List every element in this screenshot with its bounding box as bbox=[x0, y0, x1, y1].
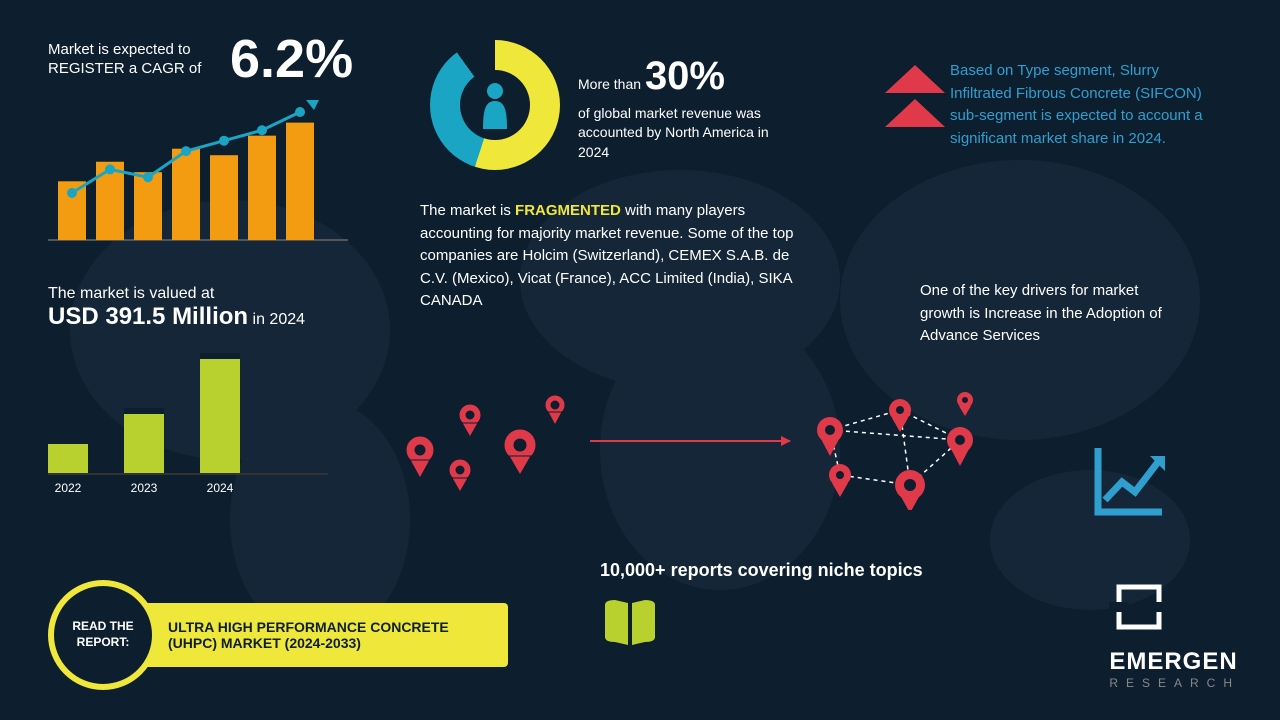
map-pins-icon bbox=[400, 390, 1000, 510]
person-icon bbox=[477, 81, 513, 129]
frag-pre: The market is bbox=[420, 202, 515, 219]
fragmented-text: The market is FRAGMENTED with many playe… bbox=[420, 200, 800, 313]
donut-block: More than 30% of global market revenue w… bbox=[430, 40, 778, 170]
logo-icon bbox=[1109, 577, 1169, 637]
segment-text: Based on Type segment, Slurry Infiltrate… bbox=[950, 60, 1220, 150]
mv-value: USD 391.5 Million bbox=[48, 303, 248, 330]
market-value-block: The market is valued at USD 391.5 Millio… bbox=[48, 285, 328, 475]
cagr-block: Market is expected to REGISTER a CAGR of… bbox=[48, 28, 353, 90]
logo-brand: EMERGEN bbox=[1109, 648, 1240, 676]
cagr-label: Market is expected to REGISTER a CAGR of bbox=[48, 40, 218, 79]
report-cta[interactable]: READ THE REPORT: ULTRA HIGH PERFORMANCE … bbox=[48, 580, 508, 690]
reports-text: 10,000+ reports covering niche topics bbox=[600, 560, 923, 581]
report-circle: READ THE REPORT: bbox=[48, 580, 158, 690]
green-bar bbox=[48, 438, 88, 473]
cagr-value: 6.2% bbox=[230, 28, 353, 90]
mv-pre: The market is valued at bbox=[48, 285, 214, 302]
report-title: ULTRA HIGH PERFORMANCE CONCRETE (UHPC) M… bbox=[108, 603, 508, 667]
mv-post: in 2024 bbox=[253, 311, 306, 328]
reports-count: 10,000+ reports covering niche topics bbox=[600, 560, 923, 655]
driver-text: One of the key drivers for market growth… bbox=[920, 280, 1170, 348]
donut-text: More than 30% of global market revenue w… bbox=[578, 48, 778, 163]
green-bar bbox=[200, 353, 240, 473]
up-arrows-icon bbox=[880, 65, 950, 145]
donut-big: 30% bbox=[645, 54, 725, 98]
donut-prefix: More than bbox=[578, 76, 641, 92]
green-bar-chart bbox=[48, 345, 328, 475]
donut-chart bbox=[430, 40, 560, 170]
frag-highlight: FRAGMENTED bbox=[515, 202, 621, 219]
brand-logo: EMERGEN RESEARCH bbox=[1109, 577, 1240, 690]
green-bar bbox=[124, 408, 164, 473]
barline-chart bbox=[48, 100, 348, 250]
arrow-icon bbox=[590, 440, 790, 442]
book-icon bbox=[600, 595, 660, 650]
logo-sub: RESEARCH bbox=[1109, 676, 1240, 690]
donut-suffix: of global market revenue was accounted b… bbox=[578, 105, 769, 160]
growth-chart-icon bbox=[1090, 440, 1170, 520]
